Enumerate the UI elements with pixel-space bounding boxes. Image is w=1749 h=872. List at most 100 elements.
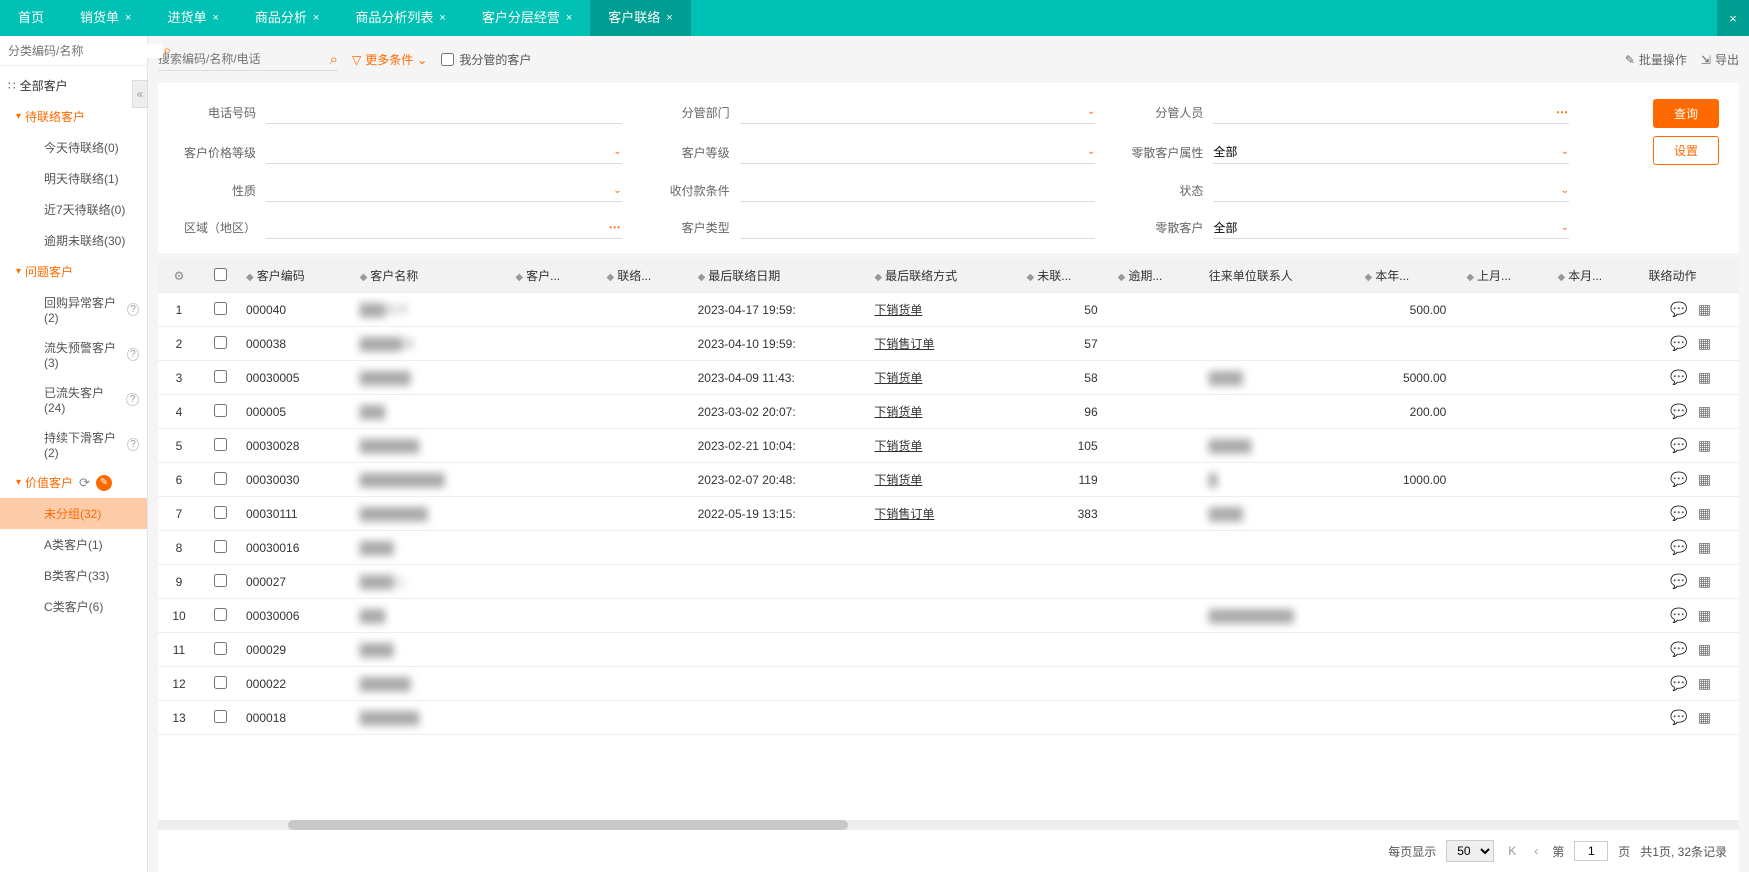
row-checkbox[interactable] <box>214 438 227 451</box>
edit-icon[interactable]: ✎ <box>96 475 112 491</box>
grid-icon[interactable]: ▦ <box>1698 539 1711 556</box>
tab-首页[interactable]: 首页 <box>0 0 62 36</box>
row-checkbox[interactable] <box>214 370 227 383</box>
main-search-input[interactable] <box>158 48 330 70</box>
select-all-checkbox[interactable] <box>214 268 227 281</box>
table-row[interactable]: 13000018███████💬▦ <box>158 701 1739 735</box>
refresh-icon[interactable]: ⟳ <box>79 475 90 491</box>
row-checkbox[interactable] <box>214 608 227 621</box>
row-checkbox[interactable] <box>214 642 227 655</box>
tree-leaf[interactable]: A类客户(1) <box>0 529 147 560</box>
col-this-year[interactable]: ◆本年... <box>1359 259 1461 293</box>
close-icon[interactable]: × <box>439 0 445 36</box>
col-contact[interactable]: ◆联络... <box>601 259 692 293</box>
help-icon[interactable]: ? <box>127 348 139 361</box>
method-link[interactable]: 下销货单 <box>874 439 922 453</box>
chat-icon[interactable]: 💬 <box>1670 573 1687 590</box>
chevron-down-icon[interactable]: ⌄ <box>1087 146 1095 157</box>
table-row[interactable]: 11000029████💬▦ <box>158 633 1739 667</box>
table-row[interactable]: 12000022██████💬▦ <box>158 667 1739 701</box>
tab-销货单[interactable]: 销货单× <box>62 0 149 36</box>
col-cust[interactable]: ◆客户... <box>509 259 600 293</box>
person-select[interactable]: ⋯ <box>1213 101 1569 124</box>
chat-icon[interactable]: 💬 <box>1670 641 1687 658</box>
close-icon[interactable]: × <box>212 0 218 36</box>
chat-icon[interactable]: 💬 <box>1670 607 1687 624</box>
tree-group[interactable]: ▾问题客户 <box>0 256 147 287</box>
col-overdue[interactable]: ◆逾期... <box>1112 259 1203 293</box>
grid-icon[interactable]: ▦ <box>1698 709 1711 726</box>
table-row[interactable]: 600030030██████████2023-02-07 20:48:下销货单… <box>158 463 1739 497</box>
chat-icon[interactable]: 💬 <box>1670 539 1687 556</box>
grid-icon[interactable]: ▦ <box>1698 573 1711 590</box>
col-this-month[interactable]: ◆本月... <box>1551 259 1642 293</box>
method-link[interactable]: 下销货单 <box>874 371 922 385</box>
cust-type-select[interactable] <box>740 216 1096 239</box>
more-conditions-toggle[interactable]: ▽ 更多条件 ⌄ <box>352 51 427 68</box>
page-number-input[interactable] <box>1574 841 1608 861</box>
close-icon[interactable]: × <box>566 0 572 36</box>
per-page-select[interactable]: 50 <box>1446 840 1494 862</box>
tree-root[interactable]: ∷全部客户 <box>0 70 147 101</box>
search-icon[interactable]: ⌕ <box>330 51 338 68</box>
tree-leaf[interactable]: 近7天待联络(0) <box>0 194 147 225</box>
row-checkbox[interactable] <box>214 540 227 553</box>
tab-客户分层经营[interactable]: 客户分层经营× <box>464 0 590 36</box>
search-icon[interactable]: ⌕ <box>163 42 171 59</box>
export-button[interactable]: ⇲ 导出 <box>1701 51 1739 68</box>
chevron-down-icon[interactable]: ⌄ <box>613 146 621 157</box>
method-link[interactable]: 下销货单 <box>874 473 922 487</box>
tree-leaf[interactable]: 逾期未联络(30) <box>0 225 147 256</box>
price-level-select[interactable]: ⌄ <box>266 141 622 164</box>
col-unlinked[interactable]: ◆未联... <box>1021 259 1112 293</box>
grid-icon[interactable]: ▦ <box>1698 607 1711 624</box>
row-checkbox[interactable] <box>214 710 227 723</box>
help-icon[interactable]: ? <box>127 438 139 451</box>
grid-icon[interactable]: ▦ <box>1698 437 1711 454</box>
row-checkbox[interactable] <box>214 302 227 315</box>
tree-leaf[interactable]: 回购异常客户(2)? <box>0 287 147 332</box>
grid-icon[interactable]: ▦ <box>1698 335 1711 352</box>
tree-leaf[interactable]: C类客户(6) <box>0 591 147 622</box>
first-page-button[interactable]: K <box>1504 844 1520 858</box>
pay-cond-select[interactable] <box>740 179 1096 202</box>
table-row[interactable]: 700030111████████2022-05-19 13:15:下销售订单3… <box>158 497 1739 531</box>
table-row[interactable]: 9000027████公💬▦ <box>158 565 1739 599</box>
col-last-date[interactable]: ◆最后联络日期 <box>692 259 869 293</box>
grid-icon[interactable]: ▦ <box>1698 369 1711 386</box>
chat-icon[interactable]: 💬 <box>1670 471 1687 488</box>
chat-icon[interactable]: 💬 <box>1670 675 1687 692</box>
help-icon[interactable]: ? <box>127 303 139 316</box>
table-row[interactable]: 300030005██████2023-04-09 11:43:下销货单58██… <box>158 361 1739 395</box>
help-icon[interactable]: ? <box>126 393 139 406</box>
query-button[interactable]: 查询 <box>1653 99 1719 128</box>
region-select[interactable]: ⋯ <box>266 216 622 239</box>
table-row[interactable]: 4000005███2023-03-02 20:07:下销货单96200.00💬… <box>158 395 1739 429</box>
phone-input[interactable] <box>266 101 622 124</box>
table-scroll[interactable]: ⚙ ◆客户编码 ◆客户名称 ◆客户... ◆联络... ◆最后联络日期 ◆最后联… <box>158 259 1739 820</box>
grid-icon[interactable]: ▦ <box>1698 403 1711 420</box>
cust-level-select[interactable]: ⌄ <box>740 141 1096 164</box>
my-customers-input[interactable] <box>441 53 454 66</box>
col-name[interactable]: ◆客户名称 <box>354 259 510 293</box>
grid-icon[interactable]: ▦ <box>1698 675 1711 692</box>
table-row[interactable]: 800030016████💬▦ <box>158 531 1739 565</box>
sidebar-search-input[interactable] <box>8 44 163 58</box>
col-last-method[interactable]: ◆最后联络方式 <box>868 259 1020 293</box>
row-checkbox[interactable] <box>214 574 227 587</box>
row-checkbox[interactable] <box>214 404 227 417</box>
tab-客户联络[interactable]: 客户联络× <box>590 0 690 36</box>
tree-group[interactable]: ▾待联络客户 <box>0 101 147 132</box>
table-row[interactable]: 1000030006█████████████💬▦ <box>158 599 1739 633</box>
collapse-sidebar-icon[interactable]: « <box>132 80 148 108</box>
chat-icon[interactable]: 💬 <box>1670 369 1687 386</box>
tree-leaf[interactable]: 持续下滑客户(2)? <box>0 422 147 467</box>
gear-icon[interactable]: ⚙ <box>174 269 185 283</box>
chevron-down-icon[interactable]: ⌄ <box>613 185 621 196</box>
chat-icon[interactable]: 💬 <box>1670 709 1687 726</box>
table-row[interactable]: 1000040███条件2023-04-17 19:59:下销货单50500.0… <box>158 293 1739 327</box>
tree-leaf[interactable]: 已流失客户(24)? <box>0 377 147 422</box>
tab-进货单[interactable]: 进货单× <box>149 0 236 36</box>
row-checkbox[interactable] <box>214 676 227 689</box>
chat-icon[interactable]: 💬 <box>1670 301 1687 318</box>
